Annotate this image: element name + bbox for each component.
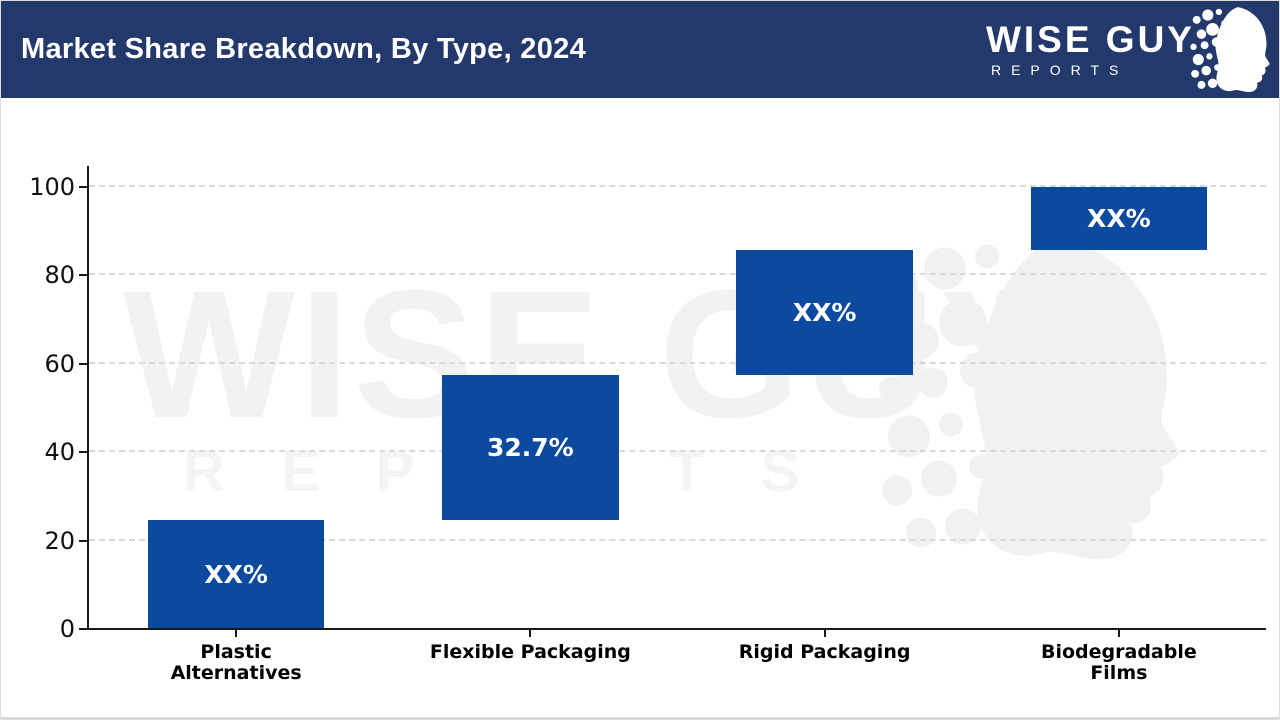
bar-value-label-2: 32.7% (487, 433, 574, 463)
category-label-line: Films (1090, 662, 1148, 684)
y-axis-spine (87, 166, 89, 630)
logo-face-icon (1190, 6, 1270, 92)
y-tick-label-80: 80 (44, 261, 75, 289)
category-label-1: Plastic Alternatives (89, 642, 383, 684)
y-tick-label-0: 0 (59, 615, 75, 643)
report-header: Market Share Breakdown, By Type, 2024 WI… (1, 1, 1279, 98)
wiseguy-logo: WISE GUY REPORTS (986, 4, 1271, 96)
category-label-line: Plastic (200, 641, 272, 663)
y-tick-60 (79, 362, 87, 365)
logo-text: WISE GUY REPORTS (986, 21, 1195, 78)
category-label-line: Flexible Packaging (429, 641, 631, 663)
y-tick-label-100: 100 (29, 172, 75, 201)
gridline-20 (89, 538, 1266, 541)
category-label-4: Biodegradable Films (972, 642, 1266, 684)
bar-value-label-1: XX% (204, 559, 268, 589)
category-label-line: Biodegradable (1041, 641, 1197, 663)
category-label-line: Rigid Packaging (738, 641, 911, 663)
bar-2: 32.7% (442, 375, 619, 521)
y-tick-label-40: 40 (44, 438, 75, 466)
x-tick-3 (823, 630, 826, 637)
page-title: Market Share Breakdown, By Type, 2024 (21, 33, 587, 65)
x-tick-2 (529, 630, 532, 637)
category-label-line: Alternatives (170, 662, 302, 684)
gridline-100 (89, 184, 1266, 187)
category-label-2: Flexible Packaging (383, 642, 677, 663)
bar-value-label-4: XX% (1087, 204, 1151, 234)
gridline-80 (89, 273, 1266, 275)
x-tick-4 (1117, 630, 1120, 637)
logo-wordmark: WISE GUY (985, 19, 1195, 60)
bar-value-label-3: XX% (792, 298, 857, 328)
category-label-3: Rigid Packaging (678, 642, 972, 663)
bar-1: XX% (147, 520, 325, 628)
y-tick-0 (79, 628, 87, 630)
bottom-border-line (1, 717, 1279, 719)
x-tick-1 (235, 630, 238, 637)
y-tick-label-20: 20 (44, 526, 75, 555)
y-tick-80 (79, 274, 87, 276)
y-tick-100 (79, 185, 87, 188)
bar-3: XX% (736, 250, 913, 376)
y-tick-20 (79, 539, 87, 542)
bar-4: XX% (1030, 187, 1208, 251)
y-tick-label-60: 60 (44, 349, 75, 378)
logo-subtitle: REPORTS (990, 62, 1129, 78)
x-axis-spine (87, 628, 1266, 630)
gridline-40 (89, 450, 1266, 452)
y-tick-40 (79, 451, 87, 453)
gridline-60 (89, 361, 1266, 364)
